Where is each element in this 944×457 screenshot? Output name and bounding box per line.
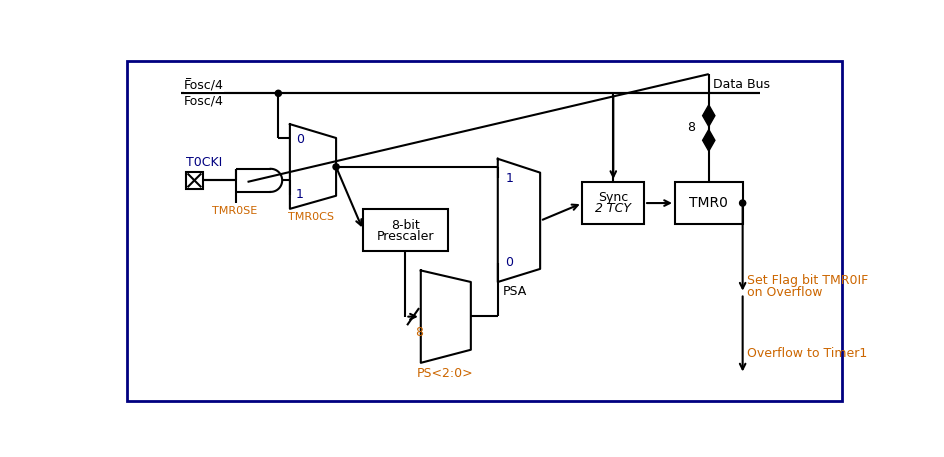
Text: PS<2:0>: PS<2:0>: [416, 367, 473, 380]
Circle shape: [332, 164, 339, 170]
Text: T0CKI: T0CKI: [186, 156, 222, 169]
Text: 0: 0: [295, 133, 304, 146]
Text: TMR0: TMR0: [688, 196, 728, 210]
Text: Set Flag bit TMR0IF: Set Flag bit TMR0IF: [747, 274, 868, 287]
Text: 8: 8: [686, 122, 694, 134]
Polygon shape: [702, 129, 715, 151]
Text: Fosc/4: Fosc/4: [183, 79, 224, 92]
Text: PSA: PSA: [502, 285, 527, 298]
Bar: [582, 182, 644, 224]
Text: TMR0CS: TMR0CS: [288, 212, 334, 222]
Bar: [362, 209, 447, 251]
Text: 0: 0: [505, 256, 513, 269]
Text: on Overflow: on Overflow: [747, 286, 822, 299]
Bar: [674, 182, 742, 224]
Text: Prescaler: Prescaler: [377, 230, 433, 243]
Text: F: F: [183, 77, 191, 90]
Text: 1: 1: [295, 188, 304, 202]
Text: Data Bus: Data Bus: [712, 78, 768, 91]
Text: Overflow to Timer1: Overflow to Timer1: [747, 347, 867, 361]
Text: 8: 8: [414, 326, 422, 339]
Text: 2 TCY: 2 TCY: [595, 202, 631, 215]
Text: TMR0SE: TMR0SE: [211, 206, 257, 216]
Polygon shape: [702, 105, 715, 127]
Text: Fosc/4: Fosc/4: [183, 77, 224, 90]
Text: 1: 1: [505, 171, 513, 185]
Text: Fosc/4: Fosc/4: [183, 95, 224, 108]
Text: Sync: Sync: [598, 191, 628, 204]
Circle shape: [739, 200, 745, 206]
Circle shape: [275, 90, 281, 96]
Text: 8-bit: 8-bit: [391, 219, 419, 232]
Bar: [186, 172, 203, 189]
